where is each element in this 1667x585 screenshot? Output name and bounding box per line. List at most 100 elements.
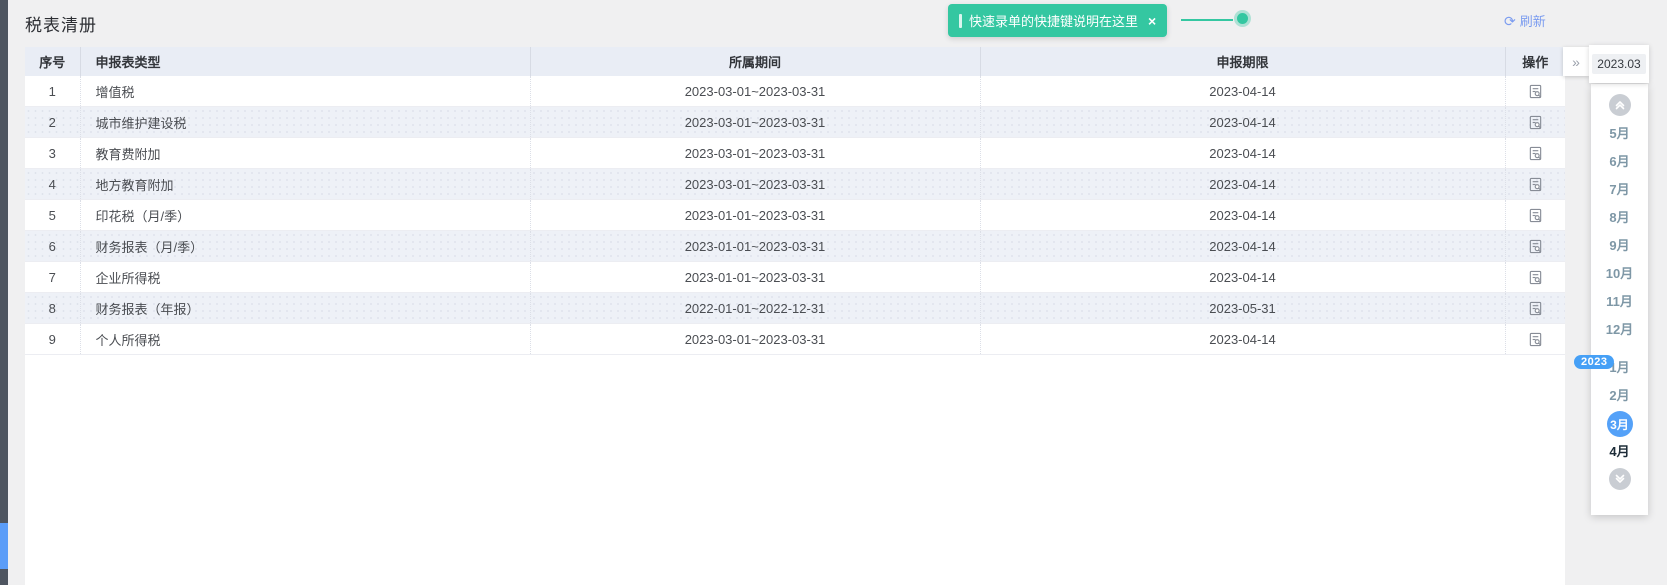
row-deadline: 2023-04-14 <box>979 76 1505 107</box>
row-type: 地方教育附加 <box>79 168 530 200</box>
month-item-selected[interactable]: 3月 <box>1606 411 1633 437</box>
view-detail-icon[interactable] <box>1528 177 1543 192</box>
table-row[interactable]: 4 地方教育附加 2023-03-01~2023-03-31 2023-04-1… <box>25 168 1565 200</box>
month-item[interactable]: 6月 <box>1609 154 1630 169</box>
row-actions-cell <box>1504 230 1565 262</box>
row-number: 5 <box>25 199 80 231</box>
month-item-next[interactable]: 4月 <box>1609 444 1630 459</box>
row-actions-cell <box>1504 106 1565 138</box>
row-period: 2023-01-01~2023-03-31 <box>529 261 980 293</box>
view-detail-icon[interactable] <box>1528 332 1543 347</box>
table-row[interactable]: 5 印花税（月/季） 2023-01-01~2023-03-31 2023-04… <box>25 199 1565 231</box>
page-title: 税表清册 <box>25 16 97 35</box>
month-item[interactable]: 10月 <box>1605 266 1634 281</box>
view-detail-icon[interactable] <box>1528 84 1543 99</box>
tax-form-table: 序号 申报表类型 所属期间 申报期限 操作 1 增值税 2023-03-01~2… <box>25 47 1565 355</box>
scroll-down-button[interactable] <box>1608 468 1631 490</box>
sidebar-scrollbar-thumb[interactable] <box>0 523 8 569</box>
row-period: 2023-03-01~2023-03-31 <box>529 323 980 355</box>
refresh-icon: ⟳ <box>1504 12 1516 29</box>
row-period: 2023-03-01~2023-03-31 <box>529 168 980 200</box>
table-row[interactable]: 3 教育费附加 2023-03-01~2023-03-31 2023-04-14 <box>25 137 1565 169</box>
double-chevron-up-icon <box>1615 101 1624 110</box>
row-actions-cell <box>1504 323 1565 355</box>
row-period: 2023-03-01~2023-03-31 <box>529 106 980 138</box>
sidebar-collapsed-strip <box>0 0 8 585</box>
row-actions-cell <box>1504 199 1565 231</box>
view-detail-icon[interactable] <box>1528 208 1543 223</box>
month-item[interactable]: 12月 <box>1605 322 1634 337</box>
col-header-period: 所属期间 <box>529 47 980 76</box>
view-detail-icon[interactable] <box>1528 115 1543 130</box>
row-deadline: 2023-04-14 <box>979 230 1505 262</box>
row-period: 2023-03-01~2023-03-31 <box>529 76 980 107</box>
table-row[interactable]: 1 增值税 2023-03-01~2023-03-31 2023-04-14 <box>25 76 1565 107</box>
month-item[interactable]: 9月 <box>1609 238 1630 253</box>
month-item[interactable]: 11月 <box>1606 294 1633 309</box>
view-detail-icon[interactable] <box>1528 146 1543 161</box>
months-after-list: 1月 2月 <box>1609 354 1629 410</box>
row-type: 印花税（月/季） <box>79 199 530 231</box>
panel-collapse-button[interactable]: » <box>1563 47 1589 76</box>
row-period: 2023-03-01~2023-03-31 <box>529 137 980 169</box>
row-type: 企业所得税 <box>79 261 530 293</box>
row-deadline: 2023-04-14 <box>979 168 1505 200</box>
row-period: 2022-01-01~2022-12-31 <box>529 292 980 324</box>
month-item[interactable]: 2月 <box>1609 388 1630 403</box>
row-deadline: 2023-04-14 <box>979 106 1505 138</box>
hint-text: 快速录单的快捷键说明在这里 <box>969 14 1139 29</box>
month-item[interactable]: 5月 <box>1609 126 1630 141</box>
row-deadline: 2023-04-14 <box>979 137 1505 169</box>
year-badge: 2023 <box>1574 355 1615 369</box>
table-row[interactable]: 6 财务报表（月/季） 2023-01-01~2023-03-31 2023-0… <box>25 230 1565 262</box>
refresh-label: 刷新 <box>1519 14 1546 29</box>
row-type: 增值税 <box>79 76 530 107</box>
row-number: 4 <box>25 168 80 200</box>
row-type: 城市维护建设税 <box>79 106 530 138</box>
row-actions-cell <box>1504 292 1565 324</box>
row-number: 3 <box>25 137 80 169</box>
hint-connector-line <box>1181 19 1233 21</box>
row-number: 9 <box>25 323 80 355</box>
row-actions-cell <box>1504 261 1565 293</box>
refresh-button[interactable]: ⟳ 刷新 <box>1504 11 1546 30</box>
view-detail-icon[interactable] <box>1528 301 1543 316</box>
row-actions-cell <box>1504 137 1565 169</box>
row-number: 6 <box>25 230 80 262</box>
table-row[interactable]: 2 城市维护建设税 2023-03-01~2023-03-31 2023-04-… <box>25 106 1565 138</box>
month-item[interactable]: 1月 <box>1609 360 1630 375</box>
table-row[interactable]: 7 企业所得税 2023-01-01~2023-03-31 2023-04-14 <box>25 261 1565 293</box>
hint-anchor-dot[interactable] <box>1237 13 1248 24</box>
row-type: 教育费附加 <box>79 137 530 169</box>
col-header-deadline: 申报期限 <box>979 47 1505 76</box>
row-deadline: 2023-05-31 <box>979 292 1505 324</box>
row-number: 2 <box>25 106 80 138</box>
scroll-up-button[interactable] <box>1608 94 1631 116</box>
month-item[interactable]: 7月 <box>1609 182 1630 197</box>
double-chevron-right-icon: » <box>1572 53 1580 70</box>
months-before-list: 5月 6月 7月 8月 9月 10月 11月 12月 <box>1606 120 1633 344</box>
row-number: 7 <box>25 261 80 293</box>
close-icon[interactable]: × <box>1148 12 1157 29</box>
col-header-no: 序号 <box>25 47 80 76</box>
row-actions-cell <box>1504 168 1565 200</box>
table-row[interactable]: 8 财务报表（年报） 2022-01-01~2022-12-31 2023-05… <box>25 292 1565 324</box>
col-header-actions: 操作 <box>1504 47 1565 76</box>
row-actions-cell <box>1504 76 1565 107</box>
view-detail-icon[interactable] <box>1528 239 1543 254</box>
row-type: 个人所得税 <box>79 323 530 355</box>
table-row[interactable]: 9 个人所得税 2023-03-01~2023-03-31 2023-04-14 <box>25 323 1565 355</box>
row-deadline: 2023-04-14 <box>979 199 1505 231</box>
month-picker-panel: 5月 6月 7月 8月 9月 10月 11月 12月 1月 2月 3月 4月 <box>1591 84 1648 515</box>
current-period-box: 2023.03 <box>1589 45 1649 83</box>
table-header-row: 序号 申报表类型 所属期间 申报期限 操作 <box>25 47 1565 76</box>
view-detail-icon[interactable] <box>1528 270 1543 285</box>
current-period-label[interactable]: 2023.03 <box>1592 54 1646 74</box>
row-number: 8 <box>25 292 80 324</box>
month-item[interactable]: 8月 <box>1609 210 1630 225</box>
row-period: 2023-01-01~2023-03-31 <box>529 230 980 262</box>
double-chevron-down-icon <box>1615 474 1624 483</box>
row-deadline: 2023-04-14 <box>979 323 1505 355</box>
row-type: 财务报表（月/季） <box>79 230 530 262</box>
